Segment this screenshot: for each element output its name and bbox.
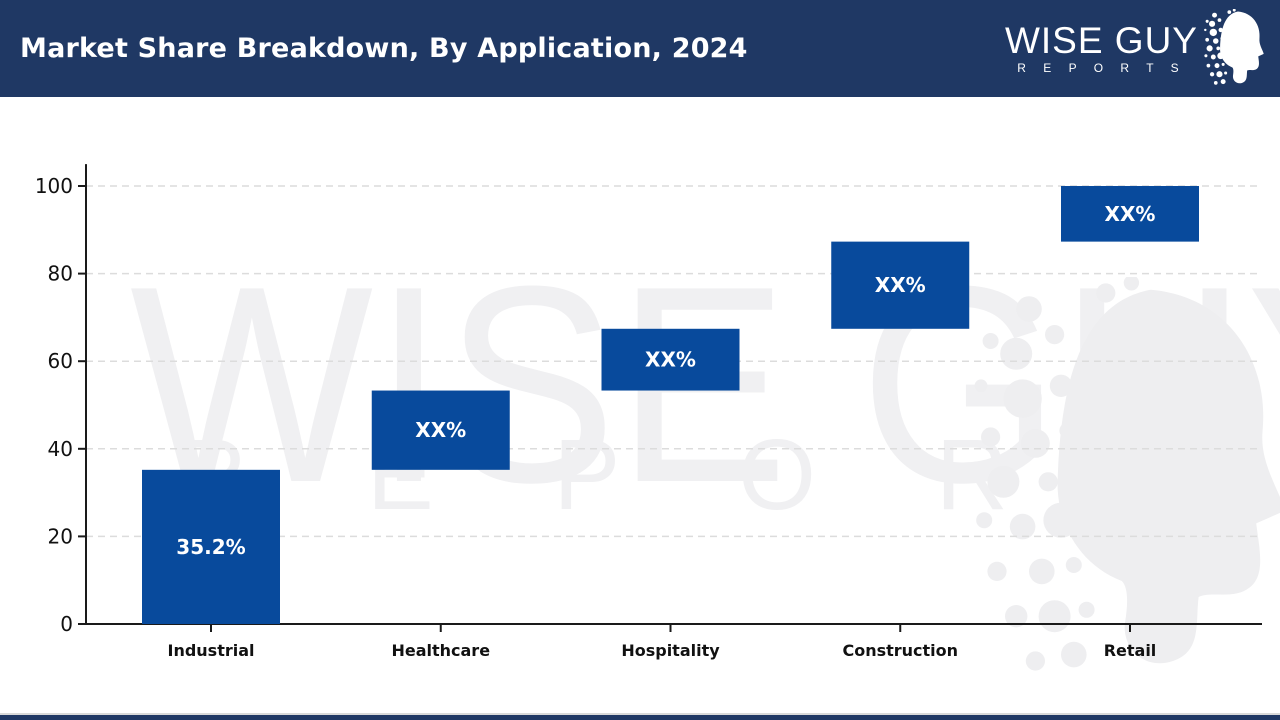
page-title: Market Share Breakdown, By Application, … (20, 33, 748, 64)
bar-retail (1061, 186, 1199, 242)
y-tick-label-20: 20 (48, 524, 73, 548)
y-tick-label-0: 0 (60, 612, 73, 636)
bar-healthcare (371, 390, 510, 470)
brand-subtext: R E P O R T S (1017, 61, 1186, 75)
y-tick-label-60: 60 (48, 349, 73, 373)
y-tick-label-80: 80 (48, 262, 73, 286)
brand-logo-text: WISE GUY R E P O R T S (1005, 22, 1198, 75)
footer-hairline (0, 713, 1280, 715)
bar-hospitality (601, 328, 740, 391)
bar-label-industrial: 35.2% (176, 535, 245, 559)
bar-label-healthcare: XX% (415, 418, 466, 442)
y-tick-label-40: 40 (48, 437, 73, 461)
bar-industrial (142, 469, 280, 624)
bar-label-retail: XX% (1105, 202, 1156, 226)
x-label-hospitality: Hospitality (621, 641, 720, 660)
bar-label-hospitality: XX% (645, 348, 696, 372)
brand-wordmark: WISE GUY (1004, 20, 1198, 61)
header-bar: Market Share Breakdown, By Application, … (0, 0, 1280, 97)
y-tick-label-100: 100 (35, 174, 73, 198)
brand-logo: WISE GUY R E P O R T S (1005, 9, 1280, 89)
bar-label-construction: XX% (875, 273, 926, 297)
x-label-construction: Construction (842, 641, 958, 660)
x-label-healthcare: Healthcare (391, 641, 490, 660)
bar-construction (831, 241, 970, 329)
x-label-retail: Retail (1104, 641, 1157, 660)
x-label-industrial: Industrial (167, 641, 254, 660)
brand-head-icon (1202, 9, 1264, 89)
footer-bar (0, 715, 1280, 720)
